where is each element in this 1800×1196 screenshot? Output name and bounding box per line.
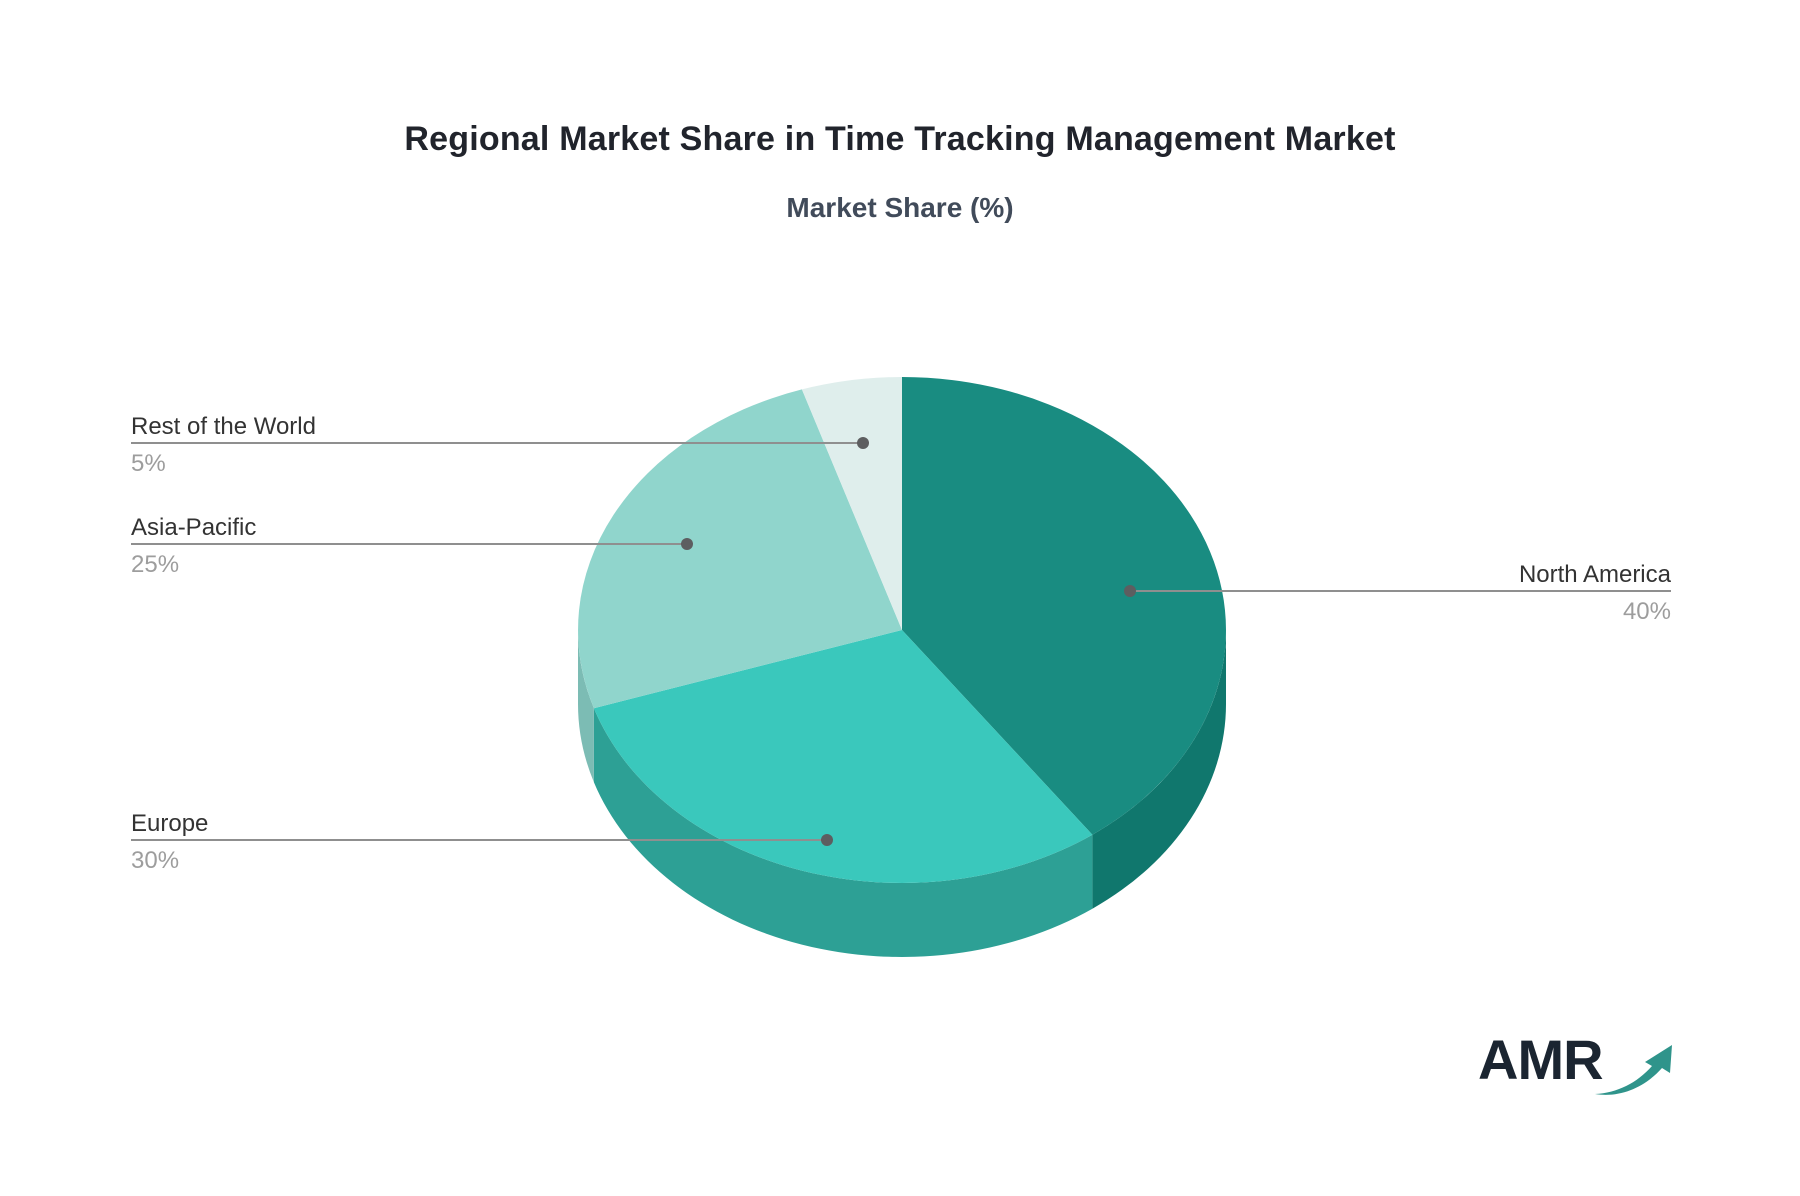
amr-logo-text: AMR — [1478, 1028, 1604, 1091]
callout-line — [1130, 590, 1671, 592]
pie-slice-rest-of-the-world[interactable] — [801, 377, 902, 630]
pie-slice-europe-side[interactable] — [593, 708, 1093, 957]
callout-label-europe: Europe — [131, 810, 209, 837]
amr-logo-arrow-icon — [1595, 1045, 1672, 1095]
chart-subtitle: Market Share (%) — [786, 192, 1014, 223]
callout-north-america: North America 40% — [1124, 560, 1671, 626]
callout-europe: Europe 30% — [131, 809, 833, 875]
pie-slice-north-america[interactable] — [902, 377, 1226, 835]
callout-value-europe: 30% — [131, 847, 180, 874]
callout-value-asia-pacific: 25% — [131, 551, 180, 578]
callout-rest-of-the-world: Rest of the World 5% — [131, 412, 869, 478]
callout-line — [131, 442, 863, 444]
callout-asia-pacific: Asia-Pacific 25% — [131, 513, 693, 579]
pie-slice-asia-pacific[interactable] — [578, 389, 902, 709]
callout-line — [131, 543, 687, 545]
pie-slice-north-america-side[interactable] — [1092, 630, 1226, 909]
callout-value-rest-of-the-world: 5% — [131, 450, 166, 477]
callout-dot — [1124, 585, 1136, 597]
chart-title: Regional Market Share in Time Tracking M… — [404, 120, 1396, 158]
callout-dot — [821, 834, 833, 846]
amr-logo: AMR — [1478, 1030, 1688, 1120]
callout-dot — [857, 437, 869, 449]
callout-dot — [681, 538, 693, 550]
callout-line — [131, 839, 827, 841]
callout-label-north-america: North America — [1518, 561, 1671, 588]
callout-label-asia-pacific: Asia-Pacific — [131, 514, 257, 541]
pie-slice-europe[interactable] — [593, 630, 1093, 883]
callout-value-north-america: 40% — [1622, 598, 1671, 625]
pie-slice-asia-pacific-side[interactable] — [578, 630, 594, 783]
callout-label-rest-of-the-world: Rest of the World — [131, 413, 316, 440]
